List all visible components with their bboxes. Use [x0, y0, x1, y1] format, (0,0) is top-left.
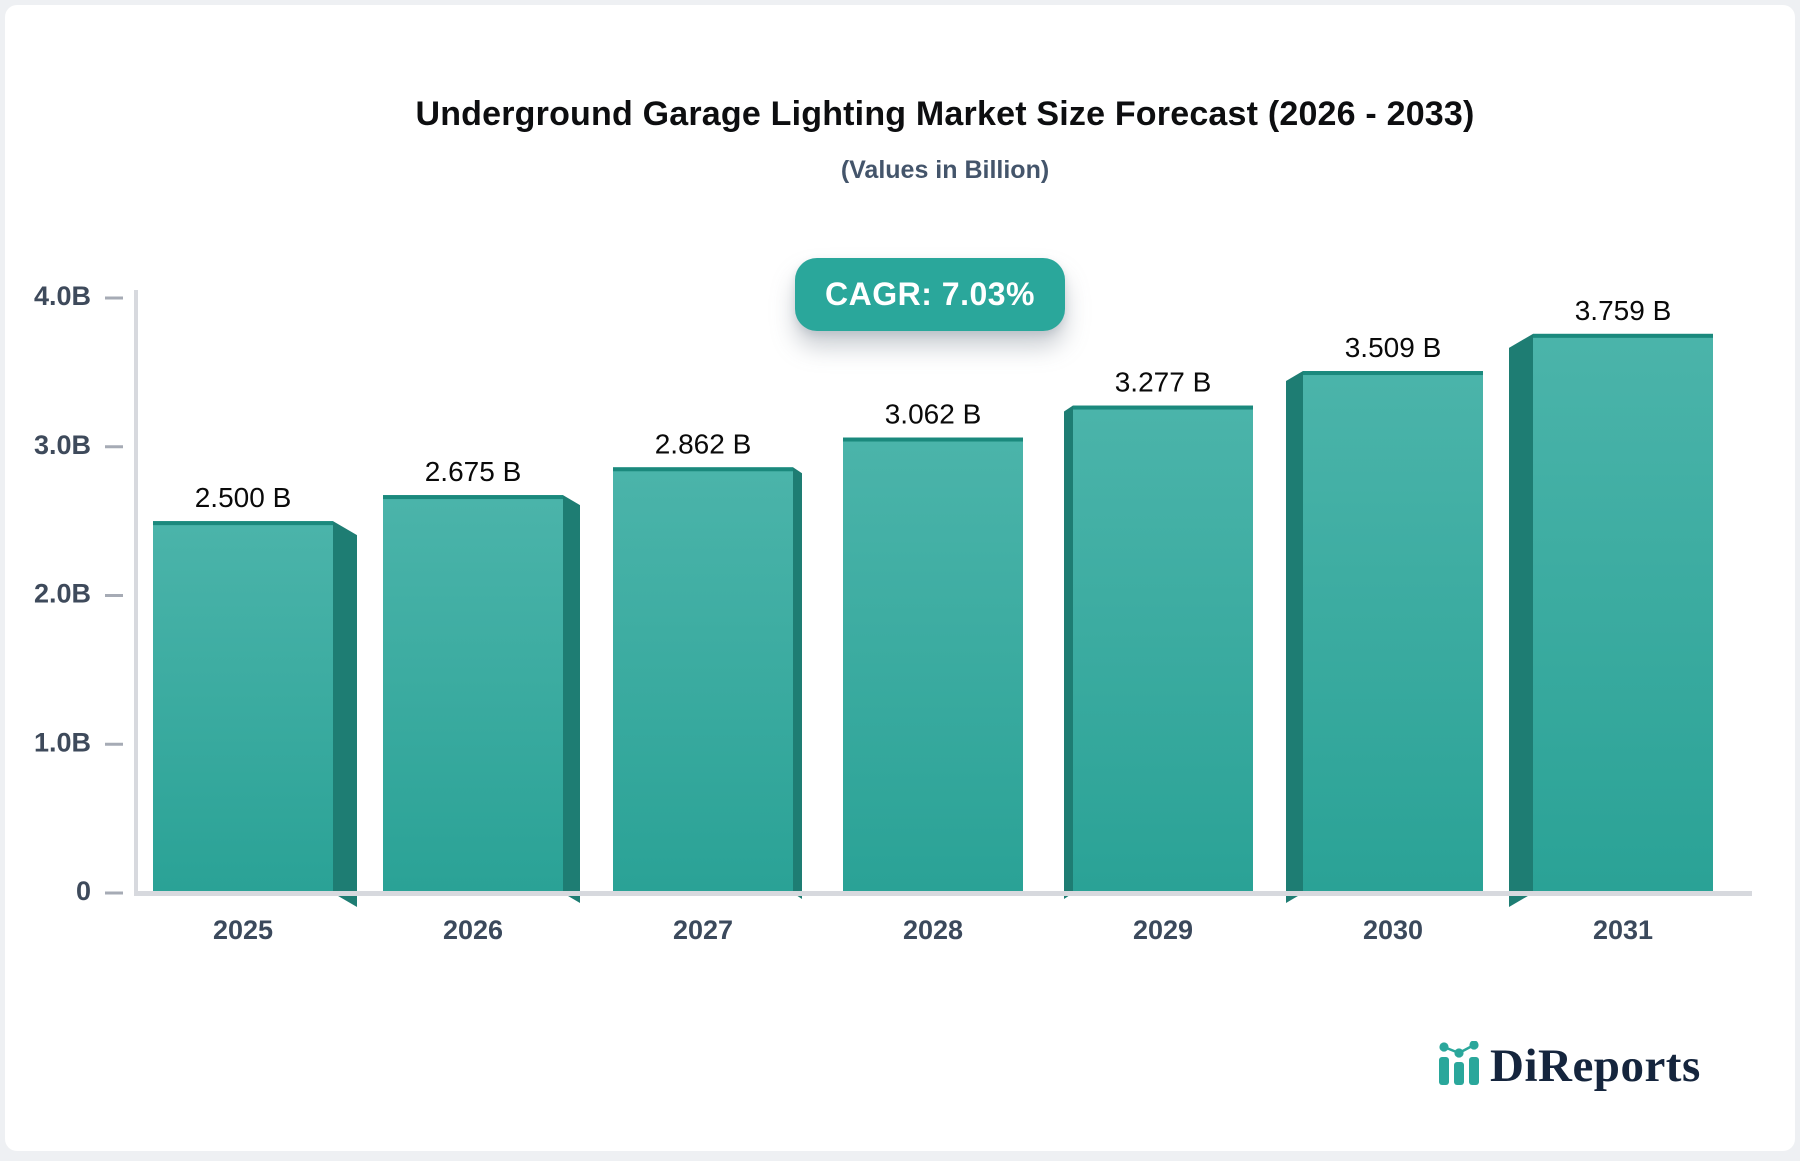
value-label-2031: 3.759 B [1575, 295, 1672, 326]
chart-card: Underground Garage Lighting Market Size … [5, 5, 1795, 1151]
y-tick-label: 4.0B [34, 281, 91, 311]
bar-top-edge-2031 [1533, 333, 1713, 338]
bar-side-2027 [793, 467, 802, 899]
y-tick-label: 2.0B [34, 579, 91, 609]
bar-top-edge-2030 [1303, 371, 1483, 376]
cagr-badge-label: CAGR: 7.03% [825, 276, 1035, 312]
value-label-2025: 2.500 B [195, 482, 292, 513]
value-label-2029: 3.277 B [1115, 367, 1212, 398]
bar-top-edge-2029 [1073, 405, 1253, 410]
y-tick-label: 1.0B [34, 727, 91, 757]
bar-top-edge-2027 [613, 467, 793, 472]
x-label-2028: 2028 [903, 915, 963, 945]
x-label-2027: 2027 [673, 915, 733, 945]
value-label-2026: 2.675 B [425, 456, 522, 487]
chart-title: Underground Garage Lighting Market Size … [415, 95, 1475, 133]
bar-side-2030 [1286, 371, 1303, 903]
x-label-2025: 2025 [213, 915, 273, 945]
bar-top-edge-2026 [383, 495, 563, 500]
bar-side-2025 [333, 521, 357, 907]
x-label-2030: 2030 [1363, 915, 1423, 945]
bar-2027 [613, 467, 793, 893]
bar-2026 [383, 495, 563, 893]
bar-2030 [1303, 371, 1483, 893]
bar-2029 [1073, 405, 1253, 893]
bar-2028 [843, 437, 1023, 893]
chart-subtitle: (Values in Billion) [840, 156, 1050, 184]
value-label-2027: 2.862 B [655, 428, 752, 459]
x-label-2029: 2029 [1133, 915, 1193, 945]
brand-logo: DiReports [1437, 1041, 1701, 1091]
x-label-2031: 2031 [1593, 915, 1653, 945]
cagr-badge: CAGR: 7.03% [795, 258, 1065, 331]
y-tick-label: 0 [76, 876, 91, 906]
value-label-2028: 3.062 B [885, 399, 982, 430]
bar-side-2029 [1064, 405, 1073, 899]
bar-top-edge-2025 [153, 521, 333, 526]
brand-logo-text: DiReports [1490, 1040, 1701, 1092]
chart-header: Underground Garage Lighting Market Size … [85, 95, 1800, 185]
bar-top-edge-2028 [843, 437, 1023, 442]
bar-side-2031 [1509, 333, 1533, 907]
value-label-2030: 3.509 B [1345, 332, 1442, 363]
bar-2025 [153, 521, 333, 893]
bar-chart: 0 1.0B 2.0B 3.0B 4.0B 2.500 B 2025 2.675 B 2026 2… [34, 281, 1752, 945]
x-label-2026: 2026 [443, 915, 503, 945]
bar-side-2026 [563, 495, 580, 903]
y-tick-label: 3.0B [34, 430, 91, 460]
bar-line-chart-icon [1439, 1041, 1479, 1085]
bar-2031 [1533, 333, 1713, 893]
